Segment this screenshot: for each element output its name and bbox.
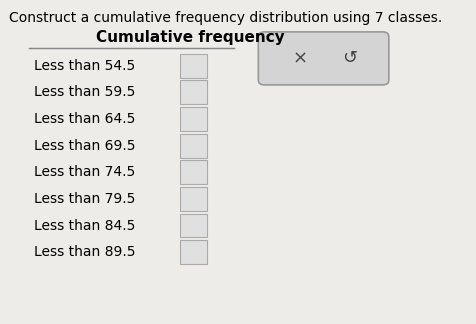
Text: Less than 84.5: Less than 84.5: [33, 219, 135, 233]
FancyBboxPatch shape: [180, 80, 208, 104]
Text: Cumulative frequency: Cumulative frequency: [96, 30, 285, 45]
FancyBboxPatch shape: [180, 54, 208, 77]
FancyBboxPatch shape: [258, 32, 389, 85]
FancyBboxPatch shape: [180, 187, 208, 211]
Text: Less than 79.5: Less than 79.5: [33, 192, 135, 206]
Text: Construct a cumulative frequency distribution using 7 classes.: Construct a cumulative frequency distrib…: [10, 11, 443, 25]
Text: Less than 74.5: Less than 74.5: [33, 165, 135, 179]
Text: Less than 69.5: Less than 69.5: [33, 139, 135, 153]
Text: ↺: ↺: [342, 49, 357, 67]
Text: Less than 59.5: Less than 59.5: [33, 85, 135, 99]
FancyBboxPatch shape: [180, 240, 208, 264]
Text: Less than 64.5: Less than 64.5: [33, 112, 135, 126]
FancyBboxPatch shape: [180, 107, 208, 131]
Text: Less than 54.5: Less than 54.5: [33, 59, 135, 73]
Text: Less than 89.5: Less than 89.5: [33, 245, 135, 259]
FancyBboxPatch shape: [180, 214, 208, 237]
FancyBboxPatch shape: [180, 134, 208, 157]
Text: ×: ×: [292, 49, 307, 67]
FancyBboxPatch shape: [180, 160, 208, 184]
